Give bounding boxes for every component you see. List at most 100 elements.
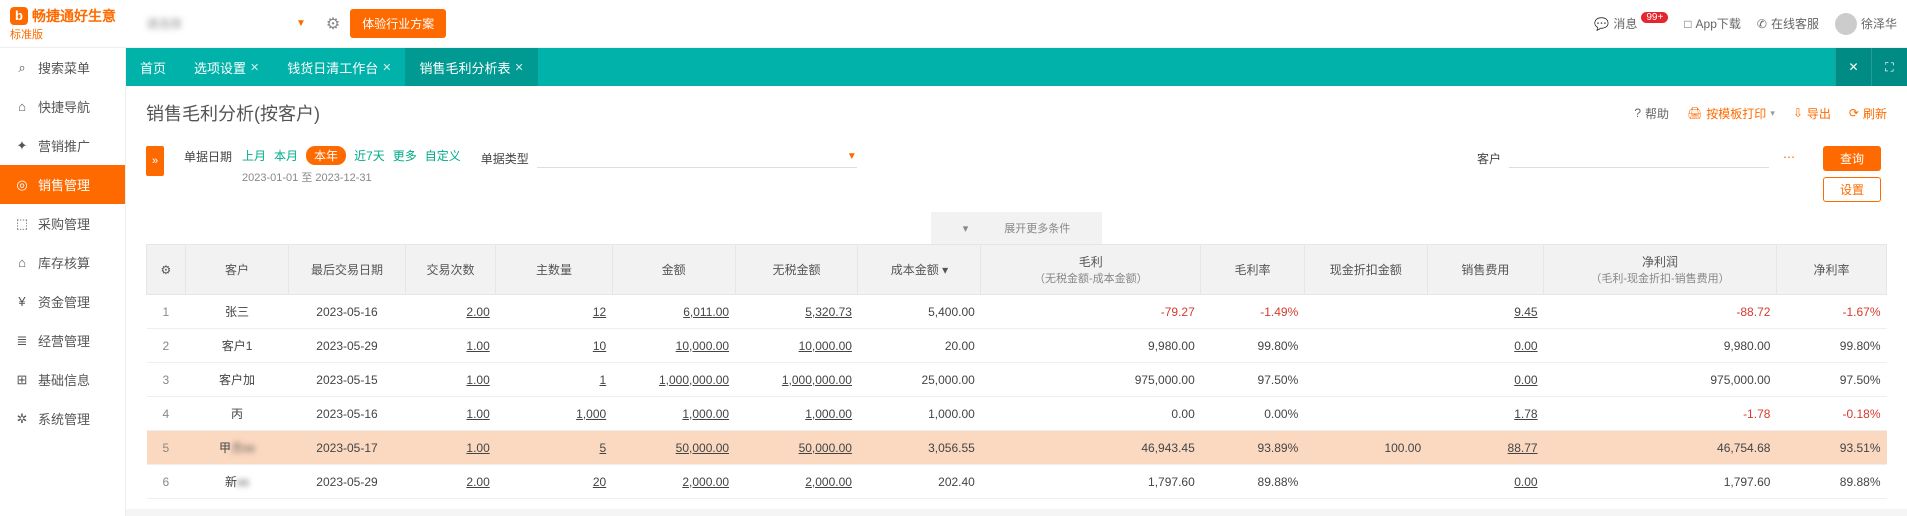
refresh-button[interactable]: ⟳刷新 bbox=[1849, 105, 1887, 122]
table-row[interactable]: 3客户加2023-05-151.0011,000,000.001,000,000… bbox=[147, 363, 1887, 397]
col-expense[interactable]: 销售费用 bbox=[1427, 245, 1543, 295]
sidebar-item[interactable]: ⬚采购管理 bbox=[0, 204, 125, 243]
table-row[interactable]: 5甲方xx2023-05-171.00550,000.0050,000.003,… bbox=[147, 431, 1887, 465]
brand-name: 畅捷通好生意 bbox=[32, 6, 116, 26]
tab-close-icon[interactable]: ✕ bbox=[250, 61, 259, 74]
col-amount[interactable]: 金额 bbox=[612, 245, 735, 295]
print-button[interactable]: 🖨按模板打印▾ bbox=[1687, 105, 1775, 122]
col-customer[interactable]: 客户 bbox=[185, 245, 288, 295]
col-last-date[interactable]: 最后交易日期 bbox=[289, 245, 405, 295]
doc-type-select[interactable]: ▼ bbox=[537, 146, 857, 168]
print-icon: 🖨 bbox=[1687, 106, 1702, 120]
sidebar-item-icon: ⬚ bbox=[14, 216, 30, 232]
sidebar-item-icon: ≣ bbox=[14, 333, 30, 349]
msg-badge: 99+ bbox=[1641, 12, 1668, 23]
date-option[interactable]: 自定义 bbox=[425, 147, 461, 164]
sidebar-item[interactable]: ⌂库存核算 bbox=[0, 243, 125, 282]
topbar: b 畅捷通好生意 标准版 请选择 ▼ ⚙ 体验行业方案 💬 消息 99+ □ A… bbox=[0, 0, 1907, 48]
messages-link[interactable]: 💬 消息 99+ bbox=[1594, 15, 1668, 32]
more-filters-icon[interactable]: ⋯ bbox=[1777, 150, 1803, 164]
sidebar-item-label: 销售管理 bbox=[38, 175, 90, 194]
col-tx-count[interactable]: 交易次数 bbox=[405, 245, 496, 295]
col-main-qty[interactable]: 主数量 bbox=[496, 245, 612, 295]
export-icon: ⇩ bbox=[1793, 106, 1803, 120]
chevron-down-icon: ▾ bbox=[942, 263, 948, 277]
chat-icon: 💬 bbox=[1594, 17, 1609, 31]
col-gear[interactable]: ⚙ bbox=[147, 245, 186, 295]
help-icon: ? bbox=[1634, 106, 1641, 120]
table-row[interactable]: 2客户12023-05-291.001010,000.0010,000.0020… bbox=[147, 329, 1887, 363]
tab[interactable]: 钱货日清工作台 ✕ bbox=[273, 48, 405, 86]
page: 销售毛利分析(按客户) ?帮助 🖨按模板打印▾ ⇩导出 ⟳刷新 » 单据日期 上… bbox=[126, 86, 1907, 244]
tab-fullscreen[interactable]: ⛶ bbox=[1871, 48, 1907, 86]
tab-label: 选项设置 bbox=[194, 58, 246, 77]
sidebar-item[interactable]: ✦ 营销推广 bbox=[0, 126, 125, 165]
sidebar-item-icon: ⌕ bbox=[14, 60, 30, 76]
avatar-icon bbox=[1835, 13, 1857, 35]
tab-close-icon[interactable]: ✕ bbox=[515, 61, 524, 74]
tab-close-icon[interactable]: ✕ bbox=[382, 61, 391, 74]
gear-icon[interactable]: ⚙ bbox=[326, 14, 340, 34]
trial-button[interactable]: 体验行业方案 bbox=[350, 9, 446, 38]
col-net-profit[interactable]: 净利润（毛利-现金折扣-销售费用） bbox=[1544, 245, 1777, 295]
tab-label: 销售毛利分析表 bbox=[419, 58, 510, 77]
table-row[interactable]: 1张三2023-05-162.00126,011.005,320.735,400… bbox=[147, 295, 1887, 329]
date-options: 上月本月本年近7天更多自定义 bbox=[242, 146, 461, 165]
refresh-icon: ⟳ bbox=[1849, 106, 1859, 120]
col-net-rate[interactable]: 净利率 bbox=[1776, 245, 1886, 295]
org-select[interactable]: 请选择 bbox=[146, 15, 296, 32]
user-menu[interactable]: 徐泽华 bbox=[1835, 13, 1897, 35]
col-net-amount[interactable]: 无税金额 bbox=[735, 245, 858, 295]
sidebar-item-label: 资金管理 bbox=[38, 292, 90, 311]
sidebar-item-icon: ✦ bbox=[14, 138, 30, 154]
help-link[interactable]: ?帮助 bbox=[1634, 105, 1669, 122]
tabs-right: ✕ ⛶ bbox=[1835, 48, 1907, 86]
tab-label: 钱货日清工作台 bbox=[287, 58, 378, 77]
col-gross[interactable]: 毛利（无税金额-成本金额） bbox=[981, 245, 1201, 295]
top-tool-icons: ⚙ 体验行业方案 bbox=[326, 9, 446, 38]
collapse-handle[interactable]: » bbox=[146, 146, 164, 176]
expand-conditions[interactable]: ▾展开更多条件 bbox=[931, 212, 1103, 244]
sidebar-item[interactable]: ¥ 资金管理 bbox=[0, 282, 125, 321]
date-option[interactable]: 本月 bbox=[274, 147, 298, 164]
query-button[interactable]: 查询 bbox=[1823, 146, 1881, 171]
tab[interactable]: 首页 bbox=[126, 48, 180, 86]
export-button[interactable]: ⇩导出 bbox=[1793, 105, 1831, 122]
sidebar-item[interactable]: ⌂快捷导航 bbox=[0, 87, 125, 126]
table-row[interactable]: 6新xx2023-05-292.00202,000.002,000.00202.… bbox=[147, 465, 1887, 499]
sidebar: ⌕ 搜索菜单 ⌂快捷导航 ✦ 营销推广 ◎销售管理⬚采购管理⌂库存核算 ¥ 资金管理 ≣经营管理… bbox=[0, 48, 126, 516]
filters: » 单据日期 上月本月本年近7天更多自定义 2023-01-01 至 2023-… bbox=[146, 138, 1887, 202]
sidebar-item[interactable]: ⌕ 搜索菜单 bbox=[0, 48, 125, 87]
date-option[interactable]: 更多 bbox=[393, 147, 417, 164]
sidebar-item-label: 搜索菜单 bbox=[38, 58, 90, 77]
headset-icon: ✆ bbox=[1757, 17, 1767, 31]
brand-edition: 标准版 bbox=[10, 26, 43, 42]
tab-label: 首页 bbox=[140, 58, 166, 77]
tab[interactable]: 选项设置 ✕ bbox=[180, 48, 273, 86]
date-label: 单据日期 bbox=[184, 146, 232, 165]
sidebar-item-icon: ¥ bbox=[14, 294, 30, 309]
org-caret-icon[interactable]: ▼ bbox=[296, 18, 306, 29]
sidebar-item-icon: ⌂ bbox=[14, 255, 30, 270]
chevron-down-icon: ▼ bbox=[847, 151, 857, 162]
sidebar-item[interactable]: ✲系统管理 bbox=[0, 399, 125, 438]
col-gross-rate[interactable]: 毛利率 bbox=[1201, 245, 1304, 295]
sidebar-item[interactable]: ◎销售管理 bbox=[0, 165, 125, 204]
tab-close-all[interactable]: ✕ bbox=[1835, 48, 1871, 86]
date-option[interactable]: 上月 bbox=[242, 147, 266, 164]
date-option[interactable]: 近7天 bbox=[354, 147, 385, 164]
customer-select[interactable] bbox=[1509, 146, 1769, 168]
col-discount[interactable]: 现金折扣金额 bbox=[1304, 245, 1427, 295]
sidebar-item[interactable]: ≣经营管理 bbox=[0, 321, 125, 360]
online-service-link[interactable]: ✆ 在线客服 bbox=[1757, 15, 1819, 32]
settings-button[interactable]: 设置 bbox=[1823, 177, 1881, 202]
col-cost-amount[interactable]: 成本金额 ▾ bbox=[858, 245, 981, 295]
date-option[interactable]: 本年 bbox=[306, 146, 346, 165]
table-row[interactable]: 4丙2023-05-161.001,0001,000.001,000.001,0… bbox=[147, 397, 1887, 431]
tab[interactable]: 销售毛利分析表 ✕ bbox=[405, 48, 537, 86]
logo: b 畅捷通好生意 标准版 bbox=[10, 6, 116, 42]
date-range: 2023-01-01 至 2023-12-31 bbox=[242, 169, 461, 185]
sidebar-item[interactable]: ⊞基础信息 bbox=[0, 360, 125, 399]
app-download-link[interactable]: □ App下载 bbox=[1684, 15, 1741, 32]
sidebar-item-label: 营销推广 bbox=[38, 136, 90, 155]
